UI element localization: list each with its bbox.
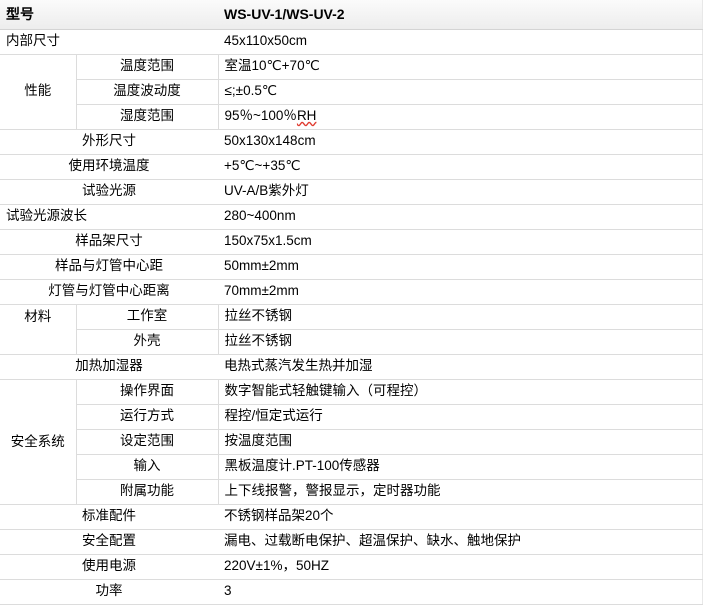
table-row: 标准配件 不锈钢样品架20个 xyxy=(0,504,702,530)
row-group-label: 安全系统 xyxy=(0,379,77,505)
spellcheck-flagged-text: RH xyxy=(296,108,317,124)
row-sub-label: 运行方式 xyxy=(76,404,219,430)
row-value: 50x130x148cm xyxy=(218,129,702,155)
row-value: 上下线报警，警报显示，定时器功能 xyxy=(218,479,702,505)
table-row: 运行方式 程控/恒定式运行 xyxy=(0,404,702,430)
row-label: 安全配置 xyxy=(0,529,218,555)
table-row: 内部尺寸 45x110x50cm xyxy=(0,29,702,55)
table-row: 安全系统 操作界面 数字智能式轻触键输入（可程控） xyxy=(0,379,702,505)
row-value: 拉丝不锈钢 xyxy=(218,304,702,330)
row-label: 加热加湿器 xyxy=(0,354,218,380)
table-row: 设定范围 按温度范围 xyxy=(0,429,702,455)
row-sub-label: 工作室 xyxy=(76,304,219,330)
table-row: 湿度范围 95％~100％RH xyxy=(0,104,702,130)
row-value: 150x75x1.5cm xyxy=(218,229,702,255)
table-header-row: 型号 WS-UV-1/WS-UV-2 xyxy=(0,0,702,30)
row-value: 3 xyxy=(218,579,702,605)
row-value: 220V±1%，50HZ xyxy=(218,554,702,580)
row-value: 70mm±2mm xyxy=(218,279,702,305)
table-row: 样品与灯管中心距 50mm±2mm xyxy=(0,254,702,280)
table-row: 附属功能 上下线报警，警报显示，定时器功能 xyxy=(0,479,702,505)
row-label: 标准配件 xyxy=(0,504,218,530)
table-row: 外壳 拉丝不锈钢 xyxy=(0,329,702,355)
row-label: 使用环境温度 xyxy=(0,154,218,180)
header-model-value: WS-UV-1/WS-UV-2 xyxy=(218,0,702,30)
row-label: 使用电源 xyxy=(0,554,218,580)
table-row: 功率 3 xyxy=(0,579,702,605)
row-value: 数字智能式轻触键输入（可程控） xyxy=(218,379,702,405)
table-row: 外形尺寸 50x130x148cm xyxy=(0,129,702,155)
row-label: 试验光源 xyxy=(0,179,218,205)
row-value: 不锈钢样品架20个 xyxy=(218,504,702,530)
table-row: 灯管与灯管中心距离 70mm±2mm xyxy=(0,279,702,305)
row-label: 样品与灯管中心距 xyxy=(0,254,218,280)
table-row: 温度波动度 ≤;±0.5℃ xyxy=(0,79,702,105)
row-value: 室温10℃+70℃ xyxy=(218,54,702,80)
row-sub-label: 附属功能 xyxy=(76,479,219,505)
row-label: 内部尺寸 xyxy=(0,29,218,55)
table-row: 使用环境温度 +5℃~+35℃ xyxy=(0,154,702,180)
row-value: ≤;±0.5℃ xyxy=(218,79,702,105)
row-label: 灯管与灯管中心距离 xyxy=(0,279,218,305)
row-group-label: 材料 xyxy=(0,304,77,355)
row-value: 50mm±2mm xyxy=(218,254,702,280)
row-value: 电热式蒸汽发生热并加湿 xyxy=(218,354,702,380)
row-value-text: 95％~100％ xyxy=(224,108,297,124)
row-value: 漏电、过载断电保护、超温保护、缺水、触地保护 xyxy=(218,529,702,555)
row-value: 程控/恒定式运行 xyxy=(218,404,702,430)
row-value: UV-A/B紫外灯 xyxy=(218,179,702,205)
row-value: 280~400nm xyxy=(218,204,702,230)
table-row: 性能 温度范围 室温10℃+70℃ xyxy=(0,54,702,130)
row-group-label: 性能 xyxy=(0,54,77,130)
row-value: 按温度范围 xyxy=(218,429,702,455)
row-sub-label: 设定范围 xyxy=(76,429,219,455)
row-label: 外形尺寸 xyxy=(0,129,218,155)
table-row: 样品架尺寸 150x75x1.5cm xyxy=(0,229,702,255)
table-row: 安全配置 漏电、过载断电保护、超温保护、缺水、触地保护 xyxy=(0,529,702,555)
row-sub-label: 湿度范围 xyxy=(76,104,219,130)
table-row: 使用电源 220V±1%，50HZ xyxy=(0,554,702,580)
table-row: 试验光源波长 280~400nm xyxy=(0,204,702,230)
table-row: 试验光源 UV-A/B紫外灯 xyxy=(0,179,702,205)
table-row: 材料 工作室 拉丝不锈钢 xyxy=(0,304,702,355)
table-row: 加热加湿器 电热式蒸汽发生热并加湿 xyxy=(0,354,702,380)
row-label: 功率 xyxy=(0,579,218,605)
row-label: 样品架尺寸 xyxy=(0,229,218,255)
row-label: 试验光源波长 xyxy=(0,204,218,230)
row-value: +5℃~+35℃ xyxy=(218,154,702,180)
row-sub-label: 温度范围 xyxy=(76,54,219,80)
row-sub-label: 输入 xyxy=(76,454,219,480)
table-row: 输入 黑板温度计.PT-100传感器 xyxy=(0,454,702,480)
row-value: 拉丝不锈钢 xyxy=(218,329,702,355)
row-value: 黑板温度计.PT-100传感器 xyxy=(218,454,702,480)
row-value: 95％~100％RH xyxy=(218,104,702,130)
row-sub-label: 温度波动度 xyxy=(76,79,219,105)
row-sub-label: 操作界面 xyxy=(76,379,219,405)
row-value: 45x110x50cm xyxy=(218,29,702,55)
row-sub-label: 外壳 xyxy=(76,329,219,355)
header-model-label: 型号 xyxy=(0,0,218,30)
